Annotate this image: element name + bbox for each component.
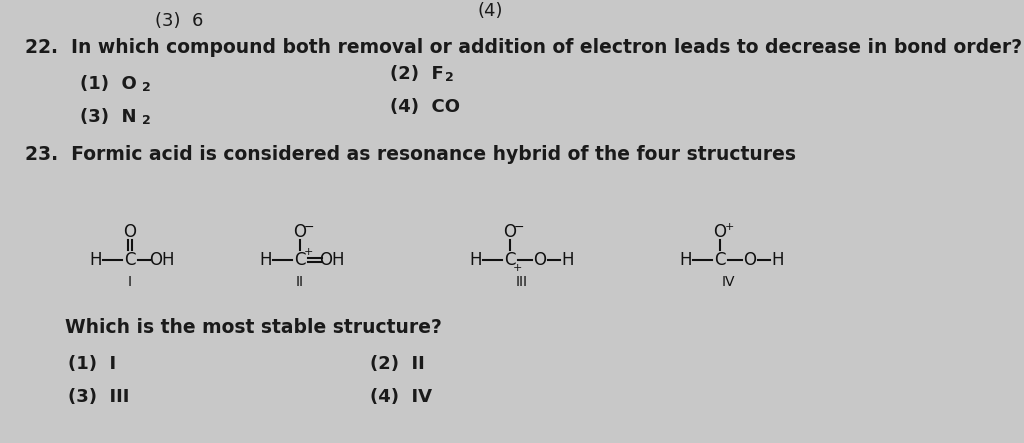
Text: −: −	[304, 221, 314, 233]
Text: (1)  O: (1) O	[80, 75, 137, 93]
Text: −: −	[514, 221, 524, 233]
Text: H: H	[90, 251, 102, 269]
Text: 2: 2	[445, 71, 454, 84]
Text: O: O	[504, 223, 516, 241]
Text: C: C	[504, 251, 516, 269]
Text: O: O	[294, 223, 306, 241]
Text: III: III	[516, 275, 528, 289]
Text: OH: OH	[319, 251, 345, 269]
Text: 22.  In which compound both removal or addition of electron leads to decrease in: 22. In which compound both removal or ad…	[25, 38, 1022, 57]
Text: H: H	[772, 251, 784, 269]
Text: (3)  6: (3) 6	[155, 12, 204, 30]
Text: O: O	[714, 223, 726, 241]
Text: H: H	[562, 251, 574, 269]
Text: O: O	[743, 251, 757, 269]
Text: +: +	[724, 222, 733, 232]
Text: Which is the most stable structure?: Which is the most stable structure?	[65, 318, 442, 337]
Text: (4)  CO: (4) CO	[390, 98, 460, 116]
Text: O: O	[124, 223, 136, 241]
Text: 23.  Formic acid is considered as resonance hybrid of the four structures: 23. Formic acid is considered as resonan…	[25, 145, 796, 164]
Text: C: C	[294, 251, 306, 269]
Text: O: O	[534, 251, 547, 269]
Text: (4): (4)	[477, 2, 503, 20]
Text: (3)  III: (3) III	[68, 388, 129, 406]
Text: I: I	[128, 275, 132, 289]
Text: H: H	[680, 251, 692, 269]
Text: (2)  II: (2) II	[370, 355, 425, 373]
Text: H: H	[260, 251, 272, 269]
Text: C: C	[124, 251, 136, 269]
Text: 2: 2	[142, 81, 151, 94]
Text: H: H	[470, 251, 482, 269]
Text: II: II	[296, 275, 304, 289]
Text: IV: IV	[721, 275, 735, 289]
Text: (1)  I: (1) I	[68, 355, 116, 373]
Text: C: C	[715, 251, 726, 269]
Text: (4)  IV: (4) IV	[370, 388, 432, 406]
Text: 2: 2	[142, 114, 151, 127]
Text: +: +	[303, 247, 312, 257]
Text: (2)  F: (2) F	[390, 65, 443, 83]
Text: (3)  N: (3) N	[80, 108, 136, 126]
Text: +: +	[512, 263, 521, 273]
Text: OH: OH	[150, 251, 175, 269]
